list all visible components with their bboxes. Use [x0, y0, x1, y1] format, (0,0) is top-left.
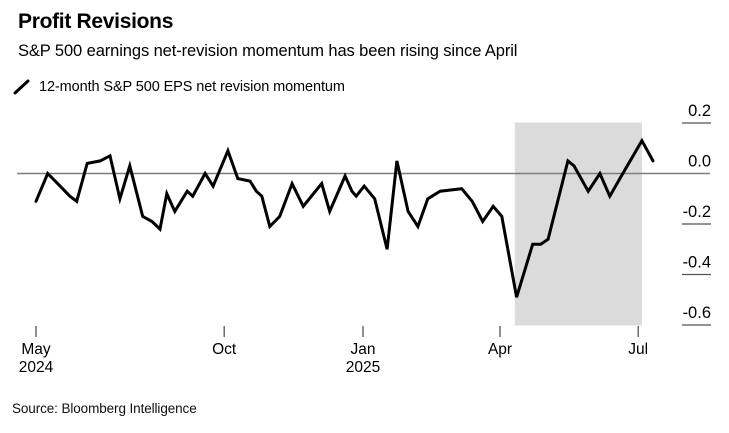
source-note: Source: Bloomberg Intelligence — [12, 401, 197, 416]
x-axis-label: May — [21, 341, 51, 358]
x-axis-year-label: 2025 — [346, 359, 380, 376]
x-axis-label: Jul — [628, 341, 648, 358]
x-axis-year-label: 2024 — [19, 359, 54, 376]
y-axis-label: -0.4 — [683, 254, 711, 272]
y-axis-label: -0.2 — [683, 203, 711, 221]
highlight-band — [515, 123, 642, 326]
x-axis-label: Apr — [488, 341, 512, 358]
y-axis-label: 0.0 — [688, 153, 711, 171]
chart-card: Profit Revisions S&P 500 earnings net-re… — [0, 0, 729, 433]
chart-plot: 0.2 0.0 -0.2 -0.4 -0.6 May2024 Oct Jan2025 Apr Ju… — [0, 0, 729, 433]
x-axis-label: Oct — [212, 341, 237, 358]
x-axis-label: Jan — [351, 341, 376, 358]
y-axis-label: 0.2 — [688, 102, 711, 120]
y-axis-label: -0.6 — [683, 304, 711, 322]
